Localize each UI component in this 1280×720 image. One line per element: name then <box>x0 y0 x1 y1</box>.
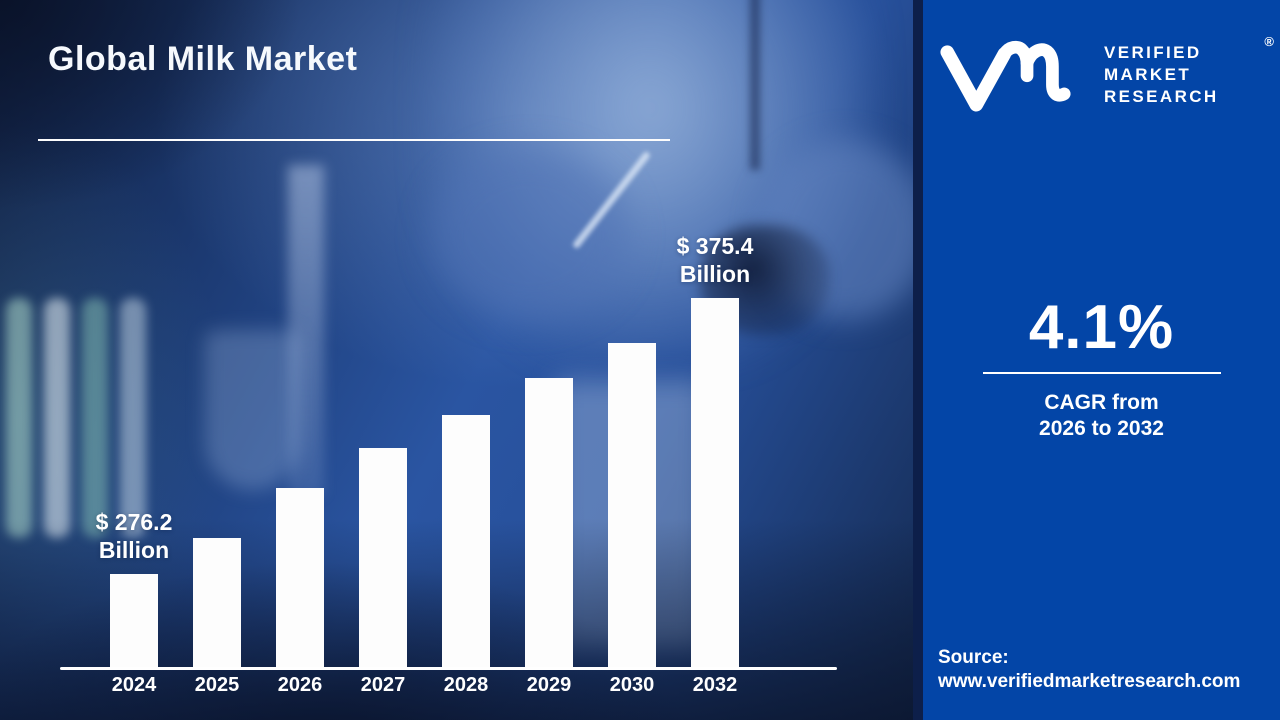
cagr-value: 4.1% <box>1028 293 1175 362</box>
bar <box>525 378 573 667</box>
panel-divider <box>913 0 923 720</box>
x-axis-year-label: 2028 <box>443 674 489 696</box>
source-url: www.verifiedmarketresearch.com <box>938 671 1241 692</box>
logo-line: RESEARCH <box>1104 87 1219 106</box>
bar <box>110 574 158 667</box>
cagr-divider <box>982 372 1221 374</box>
lab-rod-decoration <box>750 0 760 170</box>
x-axis-year-label: 2032 <box>692 674 738 696</box>
cagr-label-line: 2026 to 2032 <box>1039 417 1164 440</box>
title-underline <box>38 139 670 141</box>
vmr-logo: VERIFIED MARKET RESEARCH ® <box>940 34 1274 112</box>
cagr-label: CAGR from 2026 to 2032 <box>923 390 1280 442</box>
test-tube-decoration <box>6 298 32 538</box>
x-axis-year-label: 2025 <box>194 674 240 696</box>
registered-trademark-icon: ® <box>1264 34 1274 49</box>
x-axis-year-label: 2026 <box>277 674 323 696</box>
bar <box>359 448 407 667</box>
x-axis-year-label: 2030 <box>609 674 655 696</box>
logo-line: VERIFIED <box>1104 43 1202 62</box>
x-axis-year-label: 2024 <box>111 674 157 696</box>
test-tube-decoration <box>82 298 108 538</box>
x-axis-line <box>60 667 837 670</box>
vm-monogram-icon <box>940 40 1071 112</box>
gloved-hand-right-decoration <box>760 140 913 320</box>
x-axis-year-label: 2029 <box>526 674 572 696</box>
bar <box>691 298 739 667</box>
logo-line: MARKET <box>1104 65 1192 84</box>
bar <box>442 415 490 667</box>
left-photo-panel: Global Milk Market 2024 2025 2026 2027 2028 2… <box>0 0 913 720</box>
bar <box>276 488 324 667</box>
test-tube-decoration <box>44 298 70 538</box>
right-info-panel: VERIFIED MARKET RESEARCH ® 4.1% CAGR fro… <box>923 0 1280 720</box>
source-label: Source: <box>938 647 1009 668</box>
logo-wordmark: VERIFIED MARKET RESEARCH <box>1104 42 1219 108</box>
pipette-decoration <box>571 150 652 250</box>
bar <box>193 538 241 667</box>
bar-value-label: $ 276.2 Billion <box>95 509 173 563</box>
source-block: Source: www.verifiedmarketresearch.com <box>938 646 1240 694</box>
gloved-hand-left-decoration <box>430 150 630 320</box>
x-axis-year-label: 2027 <box>360 674 406 696</box>
bar <box>608 343 656 667</box>
page-title: Global Milk Market <box>48 40 358 78</box>
bar-chart <box>110 298 739 667</box>
bar-value-label: $ 375.4 Billion <box>676 233 754 287</box>
cagr-label-line: CAGR from <box>1044 391 1159 414</box>
